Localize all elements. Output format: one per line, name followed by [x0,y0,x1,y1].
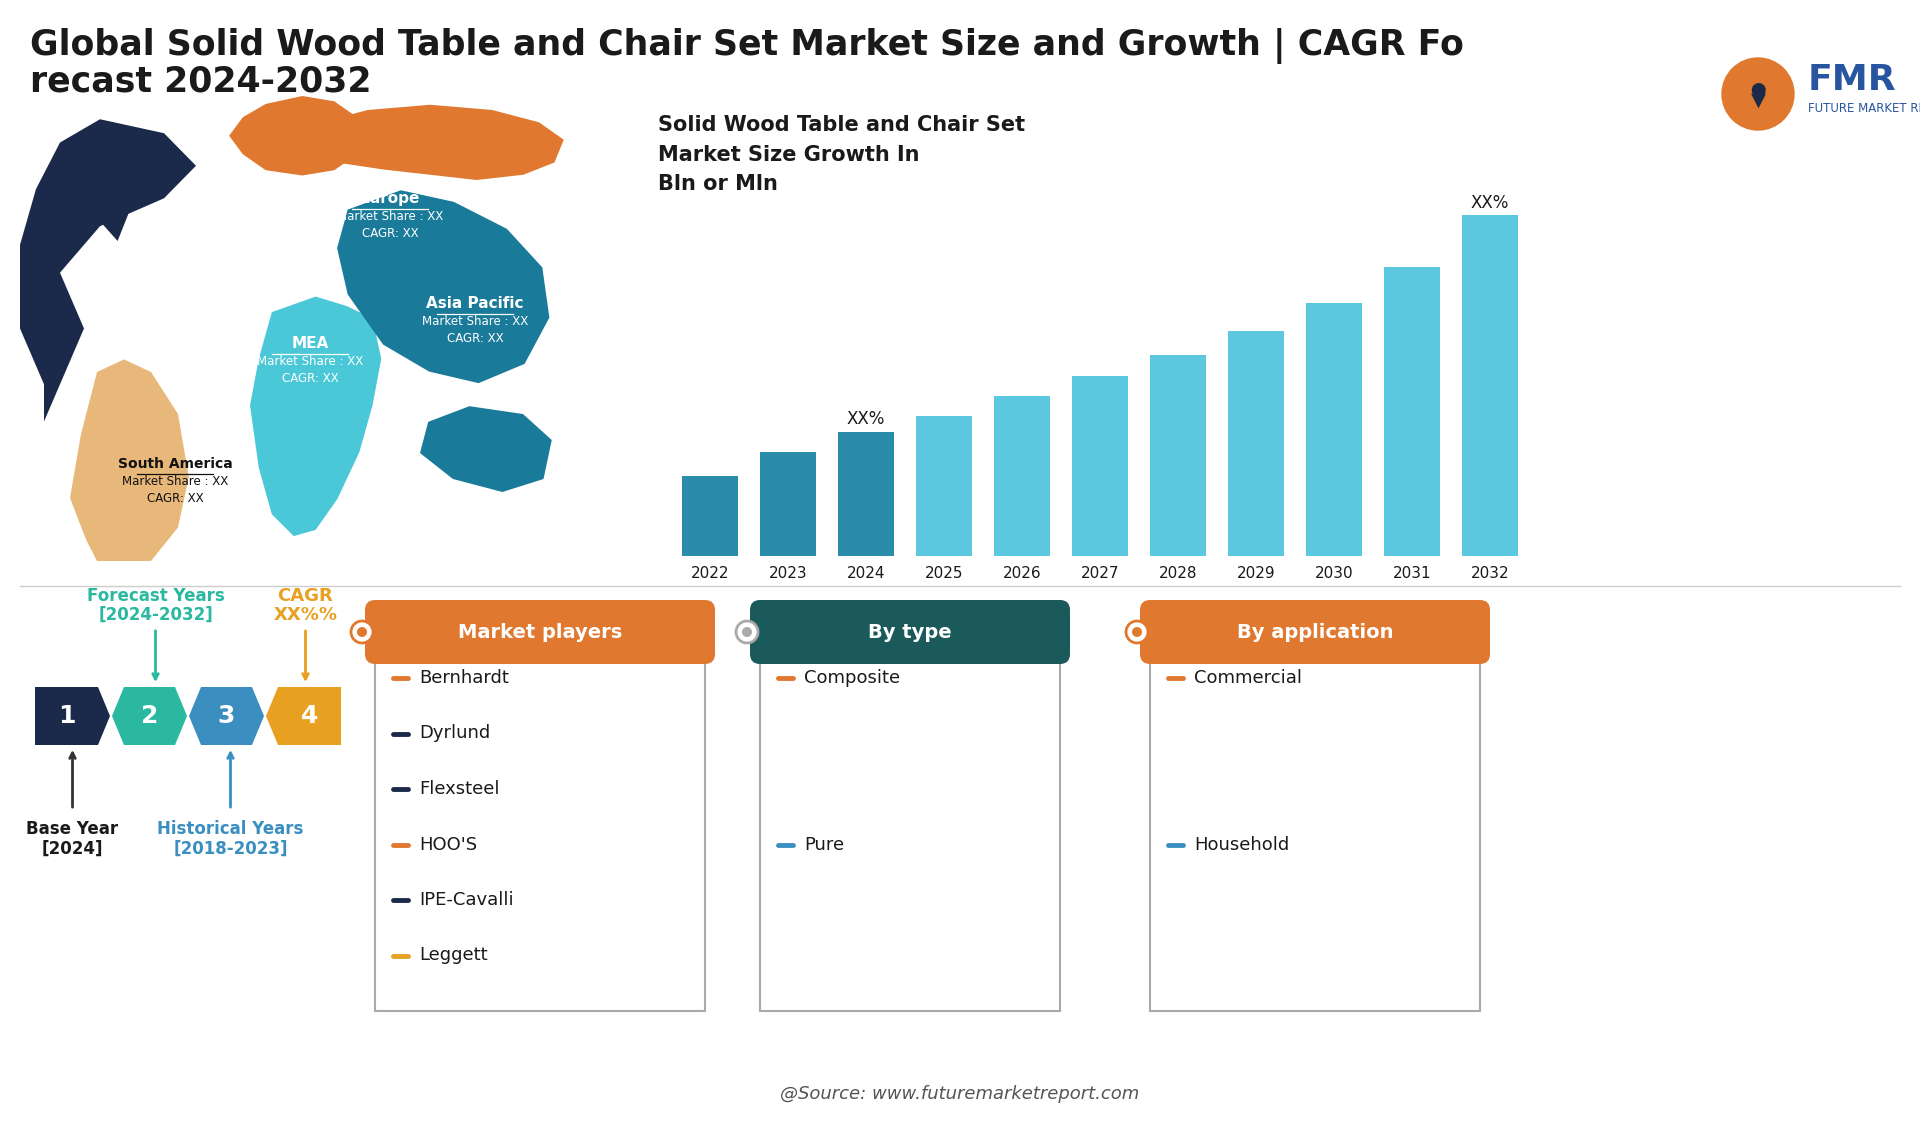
Text: FMR: FMR [1809,63,1897,97]
Polygon shape [338,190,549,383]
Text: 1: 1 [58,704,75,728]
Polygon shape [188,686,265,745]
Polygon shape [111,686,186,745]
Text: @Source: www.futuremarketreport.com: @Source: www.futuremarketreport.com [780,1085,1140,1102]
Bar [682,476,737,556]
Text: North
America: North America [94,253,165,285]
Polygon shape [420,406,551,492]
Circle shape [1722,58,1793,129]
Text: Market players: Market players [457,622,622,642]
FancyBboxPatch shape [365,601,714,664]
Circle shape [741,627,753,637]
Bar [995,395,1050,556]
Polygon shape [69,360,188,562]
Bar [837,432,895,556]
Text: MEA: MEA [292,337,328,352]
Bar [760,452,816,556]
Text: Solid Wood Table and Chair Set
Market Size Growth In
Bln or Mln: Solid Wood Table and Chair Set Market Si… [659,115,1025,194]
Polygon shape [290,104,564,180]
Bar [1229,331,1284,556]
Text: 3: 3 [217,704,234,728]
FancyBboxPatch shape [1140,601,1490,664]
Circle shape [351,621,372,643]
Text: By application: By application [1236,622,1394,642]
Text: Commercial: Commercial [1194,669,1302,686]
Text: IPE-Cavalli: IPE-Cavalli [419,890,515,909]
Polygon shape [228,96,367,175]
Text: Historical Years: Historical Years [157,821,303,838]
Polygon shape [88,120,132,241]
Text: Leggett: Leggett [419,947,488,965]
Text: Market Share : XX
CAGR: XX: Market Share : XX CAGR: XX [77,280,182,311]
Polygon shape [267,686,342,745]
Text: Market Share : XX
CAGR: XX: Market Share : XX CAGR: XX [121,474,228,505]
Text: XX%: XX% [847,410,885,429]
Polygon shape [35,686,109,745]
Text: Asia Pacific: Asia Pacific [426,297,524,312]
Text: 2: 2 [140,704,157,728]
Text: CAGR: CAGR [278,587,334,605]
Bar [1461,215,1519,556]
Text: Market Share : XX
CAGR: XX: Market Share : XX CAGR: XX [336,210,444,240]
Circle shape [1125,621,1148,643]
Text: Dyrlund: Dyrlund [419,724,490,743]
Text: FUTURE MARKET REPORT: FUTURE MARKET REPORT [1809,102,1920,115]
Circle shape [735,621,758,643]
Text: Pure: Pure [804,835,845,854]
Text: Flexsteel: Flexsteel [419,780,499,798]
Text: Global Solid Wood Table and Chair Set Market Size and Growth | CAGR Fo: Global Solid Wood Table and Chair Set Ma… [31,28,1463,64]
Text: Forecast Years: Forecast Years [86,587,225,605]
Bar [916,416,972,556]
Text: Bernhardt: Bernhardt [419,669,509,686]
Bar [1384,267,1440,556]
Text: Europe: Europe [359,191,420,206]
Bar [1306,304,1361,556]
Text: Market Share : XX
CAGR: XX: Market Share : XX CAGR: XX [422,315,528,345]
Text: Composite: Composite [804,669,900,686]
Text: XX%%: XX%% [273,606,338,625]
Text: Market Share : XX
CAGR: XX: Market Share : XX CAGR: XX [257,355,363,385]
Text: [2018-2023]: [2018-2023] [173,840,288,858]
Bar [1071,376,1129,556]
Circle shape [1133,627,1142,637]
Text: By type: By type [868,622,952,642]
Text: 4: 4 [301,704,319,728]
Text: [2024]: [2024] [42,840,104,858]
Bar [1150,355,1206,556]
FancyBboxPatch shape [751,601,1069,664]
Text: XX%: XX% [1471,194,1509,212]
Circle shape [357,627,367,637]
Text: Base Year: Base Year [27,821,119,838]
Text: HOO'S: HOO'S [419,835,478,854]
Text: Household: Household [1194,835,1288,854]
Text: [2024-2032]: [2024-2032] [98,606,213,625]
Polygon shape [250,297,382,536]
Text: recast 2024-2032: recast 2024-2032 [31,64,371,99]
Text: ▼: ▼ [1751,91,1766,110]
Text: South America: South America [117,457,232,471]
Text: ⬤: ⬤ [1751,83,1766,97]
Polygon shape [19,119,196,422]
